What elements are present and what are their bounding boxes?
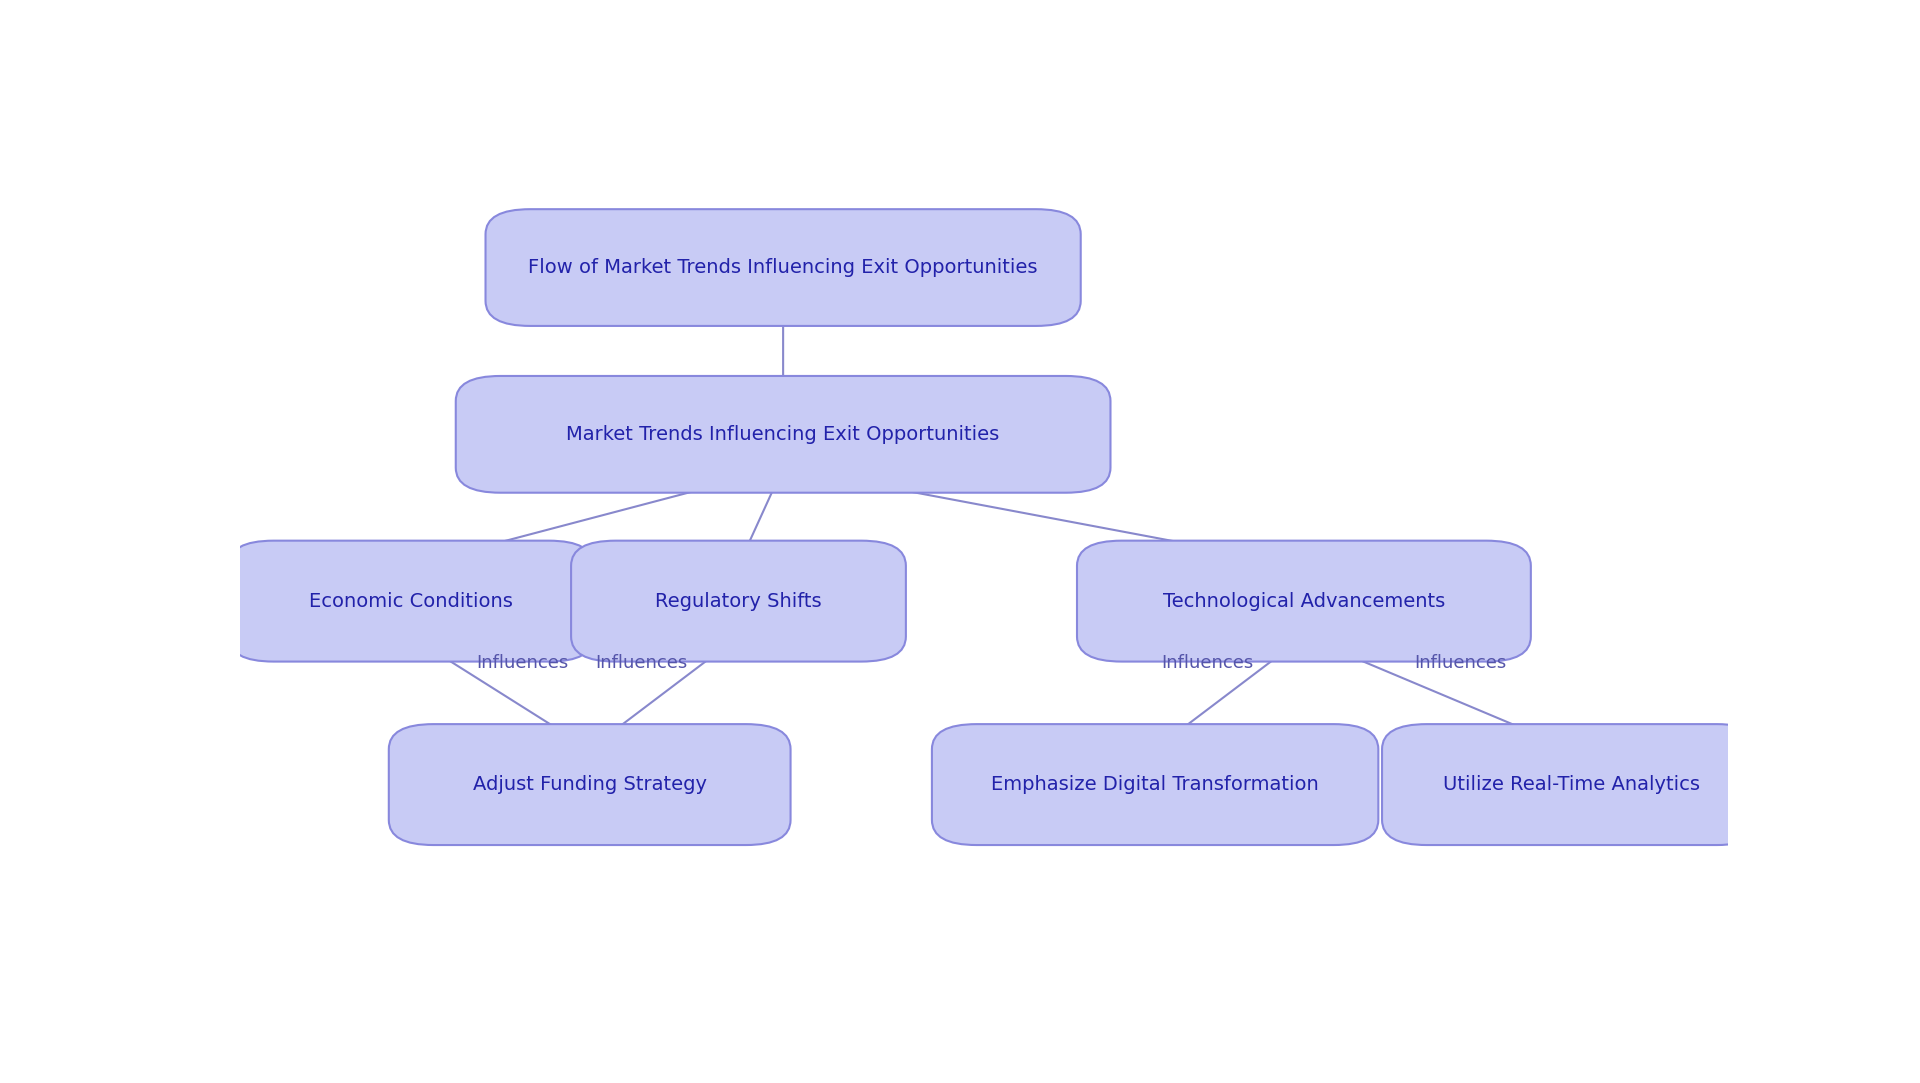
Text: Flow of Market Trends Influencing Exit Opportunities: Flow of Market Trends Influencing Exit O… [528, 258, 1039, 277]
Text: Economic Conditions: Economic Conditions [309, 591, 513, 611]
Text: Adjust Funding Strategy: Adjust Funding Strategy [472, 775, 707, 794]
Text: Influences: Influences [595, 654, 687, 671]
FancyBboxPatch shape [931, 725, 1379, 845]
FancyBboxPatch shape [1077, 540, 1530, 662]
Text: Influences: Influences [476, 654, 568, 671]
Text: Emphasize Digital Transformation: Emphasize Digital Transformation [991, 775, 1319, 794]
FancyBboxPatch shape [455, 376, 1110, 493]
Text: Influences: Influences [1162, 654, 1254, 671]
FancyBboxPatch shape [388, 725, 791, 845]
Text: Utilize Real-Time Analytics: Utilize Real-Time Analytics [1444, 775, 1701, 794]
FancyBboxPatch shape [486, 209, 1081, 326]
FancyBboxPatch shape [1382, 725, 1761, 845]
Text: Influences: Influences [1413, 654, 1507, 671]
FancyBboxPatch shape [570, 540, 906, 662]
Text: Technological Advancements: Technological Advancements [1164, 591, 1446, 611]
Text: Market Trends Influencing Exit Opportunities: Market Trends Influencing Exit Opportuni… [566, 425, 1000, 444]
FancyBboxPatch shape [228, 540, 593, 662]
Text: Regulatory Shifts: Regulatory Shifts [655, 591, 822, 611]
